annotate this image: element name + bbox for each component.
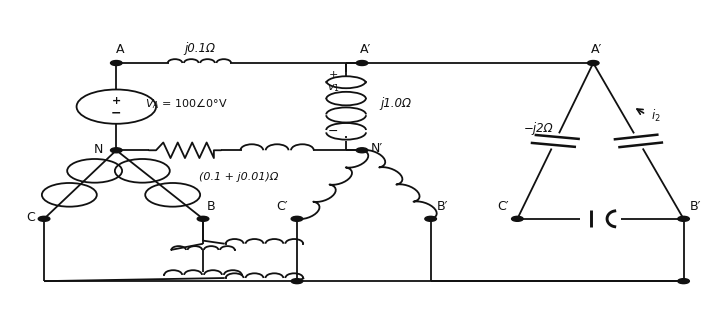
Circle shape bbox=[512, 216, 523, 221]
Circle shape bbox=[38, 216, 50, 221]
Text: +: + bbox=[329, 70, 338, 80]
Text: A′: A′ bbox=[592, 43, 602, 56]
Circle shape bbox=[291, 216, 303, 221]
Text: A′: A′ bbox=[360, 43, 371, 56]
Text: C: C bbox=[26, 211, 35, 224]
Text: $V_A$ = 100∠0°V: $V_A$ = 100∠0°V bbox=[146, 96, 228, 111]
Text: A: A bbox=[116, 43, 125, 56]
Text: j0.1Ω: j0.1Ω bbox=[184, 42, 215, 55]
Text: $v_1$: $v_1$ bbox=[327, 82, 340, 94]
Circle shape bbox=[291, 279, 303, 284]
Text: j1.0Ω: j1.0Ω bbox=[380, 97, 411, 110]
Text: −: − bbox=[111, 106, 122, 119]
Text: N: N bbox=[94, 143, 104, 156]
Text: B′: B′ bbox=[689, 200, 701, 213]
Circle shape bbox=[111, 60, 122, 65]
Text: C′: C′ bbox=[277, 200, 288, 213]
Circle shape bbox=[425, 216, 437, 221]
Text: −j2Ω: −j2Ω bbox=[524, 122, 554, 135]
Circle shape bbox=[356, 60, 368, 65]
Text: $i_2$: $i_2$ bbox=[651, 108, 661, 124]
Text: B: B bbox=[206, 200, 215, 213]
Text: (0.1 + j0.01)Ω: (0.1 + j0.01)Ω bbox=[200, 172, 279, 182]
Circle shape bbox=[356, 148, 368, 153]
Circle shape bbox=[678, 279, 689, 284]
Circle shape bbox=[197, 216, 209, 221]
Text: −: − bbox=[328, 125, 338, 138]
Text: N′: N′ bbox=[371, 142, 383, 155]
Circle shape bbox=[111, 148, 122, 153]
Text: +: + bbox=[111, 96, 121, 106]
Text: C′: C′ bbox=[497, 200, 509, 213]
Circle shape bbox=[678, 216, 689, 221]
Circle shape bbox=[587, 60, 599, 65]
Text: B′: B′ bbox=[437, 200, 448, 213]
